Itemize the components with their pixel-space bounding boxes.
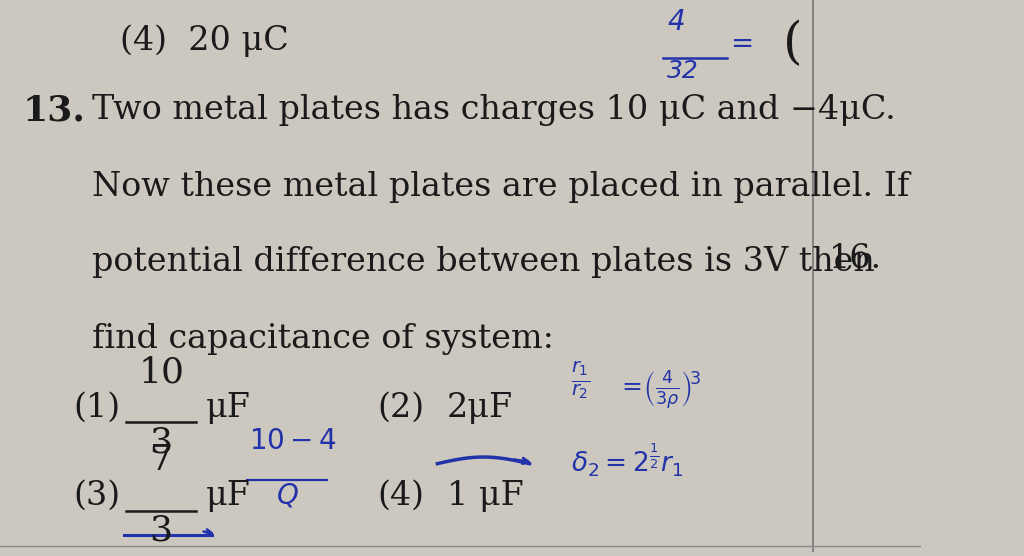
Text: find capacitance of system:: find capacitance of system:	[92, 323, 554, 355]
Text: (2): (2)	[378, 392, 425, 424]
Text: 16.: 16.	[828, 243, 882, 275]
Text: potential difference between plates is 3V then: potential difference between plates is 3…	[92, 246, 874, 277]
Text: 32: 32	[667, 59, 698, 83]
Text: (: (	[782, 19, 803, 69]
Text: 4: 4	[668, 8, 685, 36]
Text: $\delta_2 = 2^{\frac{1}{2}}r_1$: $\delta_2 = 2^{\frac{1}{2}}r_1$	[571, 441, 683, 479]
Text: 13.: 13.	[23, 94, 86, 128]
Text: =: =	[730, 30, 754, 58]
Text: 1 μF: 1 μF	[446, 480, 523, 512]
Text: 10: 10	[138, 355, 184, 389]
Text: μF: μF	[206, 392, 250, 424]
Text: 3: 3	[150, 425, 173, 459]
Text: (3): (3)	[74, 480, 121, 512]
Text: (4)  20 μC: (4) 20 μC	[120, 25, 289, 57]
Text: $10-4$: $10-4$	[249, 428, 336, 455]
Text: $=\!\left(\frac{4}{3\rho}\right)^{\!3}$: $=\!\left(\frac{4}{3\rho}\right)^{\!3}$	[617, 370, 701, 412]
Text: Two metal plates has charges 10 μC and −4μC.: Two metal plates has charges 10 μC and −…	[92, 94, 896, 126]
Text: Now these metal plates are placed in parallel. If: Now these metal plates are placed in par…	[92, 171, 909, 203]
Text: (4): (4)	[378, 480, 425, 512]
Text: 3: 3	[150, 513, 173, 547]
Text: μF: μF	[206, 480, 250, 512]
Text: $Q$: $Q$	[276, 481, 299, 509]
Text: $\frac{r_1}{r_2}$: $\frac{r_1}{r_2}$	[571, 359, 590, 400]
Text: 7: 7	[150, 444, 173, 478]
Text: 2μF: 2μF	[446, 392, 513, 424]
Text: (1): (1)	[74, 392, 121, 424]
